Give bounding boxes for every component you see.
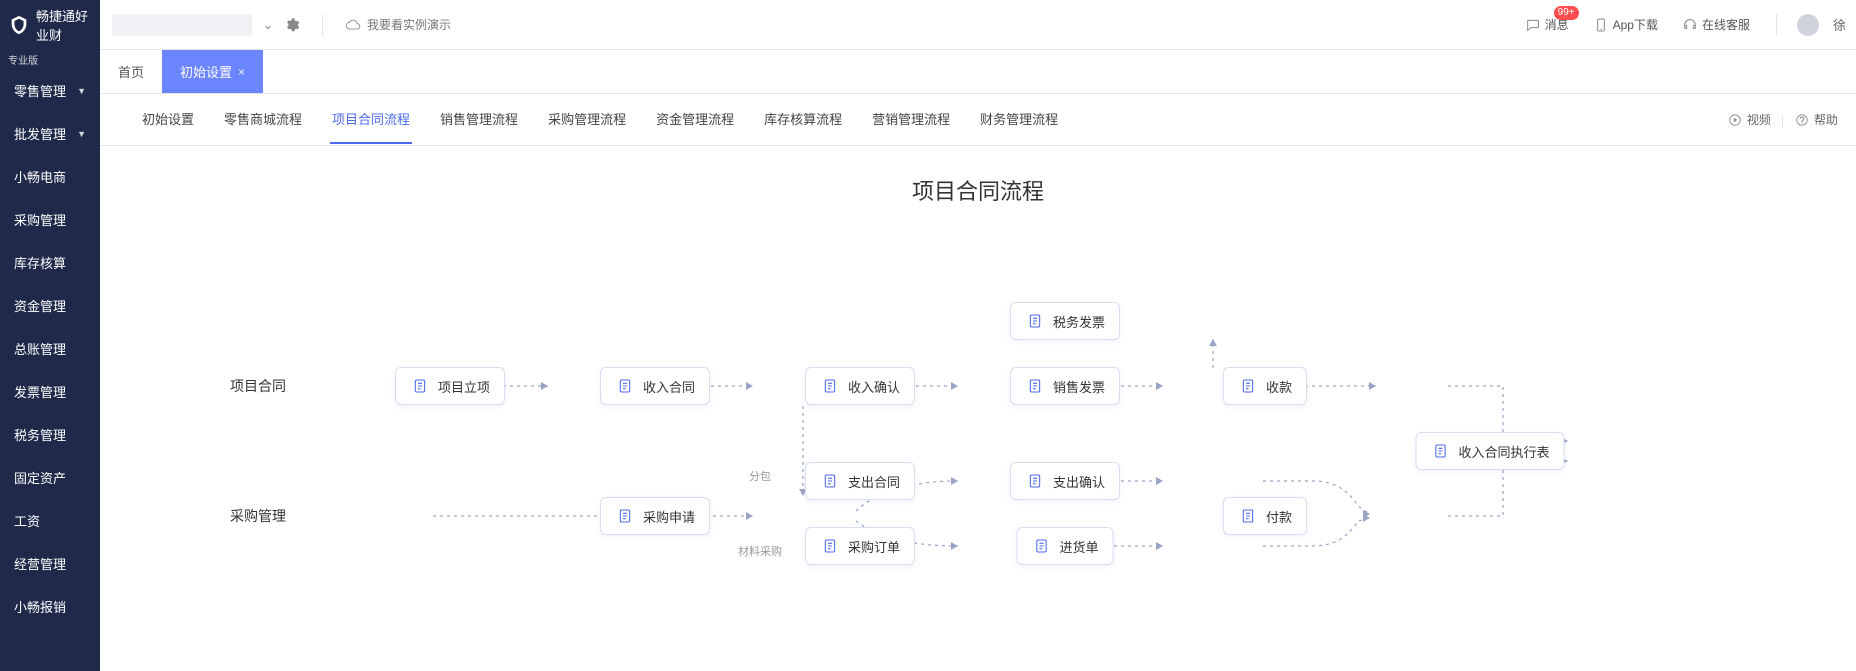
- gear-icon[interactable]: [284, 17, 300, 33]
- sidebar-item-7[interactable]: 发票管理: [0, 370, 100, 413]
- subtab-init[interactable]: 初始设置: [140, 95, 196, 144]
- flow-section-label: 采购管理: [230, 506, 286, 526]
- sidebar-item-0[interactable]: 零售管理▼: [0, 69, 100, 112]
- caret-down-icon: ▼: [77, 129, 86, 139]
- sidebar-item-4[interactable]: 库存核算: [0, 241, 100, 284]
- flow-node-n6[interactable]: 收款: [1223, 367, 1307, 405]
- workspace-tabs: 首页初始设置×: [100, 50, 1856, 94]
- flow-node-n3[interactable]: 收入确认: [805, 367, 915, 405]
- caret-down-icon: ▼: [77, 86, 86, 96]
- flow-node-n11[interactable]: 进货单: [1016, 527, 1113, 565]
- flow-edges: [100, 216, 1856, 636]
- flow-canvas-wrap: 项目合同流程 项目合同采购管理 项目立项 收入合同 收入确认 销售发票 税务发票收款采购申…: [100, 146, 1856, 671]
- cs-icon: [1682, 17, 1698, 33]
- msg-icon: [1525, 17, 1541, 33]
- flow-node-n4[interactable]: 销售发票: [1010, 367, 1120, 405]
- org-selector[interactable]: ⌄: [104, 14, 308, 36]
- flow-node-n9[interactable]: 采购订单: [805, 527, 915, 565]
- subtab-contract[interactable]: 项目合同流程: [330, 95, 412, 144]
- user-short: 徐: [1833, 15, 1846, 34]
- doc-icon: [820, 536, 840, 556]
- subtab-purchase[interactable]: 采购管理流程: [546, 95, 628, 144]
- subtab-retail[interactable]: 零售商城流程: [222, 95, 304, 144]
- app-icon: [1593, 17, 1609, 33]
- top-action-cs[interactable]: 在线客服: [1676, 12, 1756, 37]
- demo-link[interactable]: 我要看实例演示: [345, 16, 451, 33]
- flow-canvas: 项目合同采购管理 项目立项 收入合同 收入确认 销售发票 税务发票收款采购申请 支出合同采购…: [100, 216, 1856, 636]
- sidebar-item-8[interactable]: 税务管理: [0, 413, 100, 456]
- flow-node-n12[interactable]: 付款: [1223, 497, 1307, 535]
- topbar: ⌄ 我要看实例演示 消息99+ App下载在线客服 徐: [100, 0, 1856, 50]
- sidebar-item-12[interactable]: 小畅报销: [0, 585, 100, 628]
- sidebar-nav: 零售管理▼批发管理▼小畅电商采购管理库存核算资金管理总账管理发票管理税务管理固定…: [0, 69, 100, 628]
- cloud-icon: [345, 17, 361, 33]
- subtabs: 初始设置零售商城流程项目合同流程销售管理流程采购管理流程资金管理流程库存核算流程…: [100, 94, 1856, 146]
- edge-label: 分包: [747, 468, 773, 484]
- flow-section-label: 项目合同: [230, 376, 286, 396]
- ws-tab-init[interactable]: 初始设置×: [162, 50, 263, 93]
- ws-tab-home[interactable]: 首页: [100, 50, 162, 93]
- flow-node-n8[interactable]: 支出合同: [805, 462, 915, 500]
- brand-logo: 畅捷通好业财: [0, 0, 100, 50]
- subtab-fin[interactable]: 财务管理流程: [978, 95, 1060, 144]
- close-icon[interactable]: ×: [238, 65, 245, 79]
- brand-icon: [8, 14, 30, 36]
- top-action-app[interactable]: App下载: [1587, 12, 1664, 37]
- subtab-sales[interactable]: 销售管理流程: [438, 95, 520, 144]
- sidebar-item-1[interactable]: 批发管理▼: [0, 112, 100, 155]
- doc-icon: [615, 376, 635, 396]
- help-icon: [1794, 112, 1810, 128]
- org-name-placeholder: [112, 14, 252, 36]
- help-link[interactable]: 帮助: [1794, 111, 1838, 128]
- doc-icon: [410, 376, 430, 396]
- doc-icon: [615, 506, 635, 526]
- avatar[interactable]: [1797, 14, 1819, 36]
- doc-icon: [1430, 441, 1450, 461]
- subtab-stock[interactable]: 库存核算流程: [762, 95, 844, 144]
- brand-edition: 专业版: [0, 50, 100, 69]
- doc-icon: [1025, 311, 1045, 331]
- video-link[interactable]: 视频: [1727, 111, 1771, 128]
- doc-icon: [1238, 506, 1258, 526]
- badge: 99+: [1554, 6, 1579, 20]
- flow-node-n1[interactable]: 项目立项: [395, 367, 505, 405]
- flow-node-n5[interactable]: 税务发票: [1010, 302, 1120, 340]
- sidebar-item-2[interactable]: 小畅电商: [0, 155, 100, 198]
- sidebar: 畅捷通好业财 专业版 零售管理▼批发管理▼小畅电商采购管理库存核算资金管理总账管…: [0, 0, 100, 671]
- sidebar-item-10[interactable]: 工资: [0, 499, 100, 542]
- flow-title: 项目合同流程: [100, 146, 1856, 216]
- top-action-msg[interactable]: 消息99+: [1519, 12, 1575, 37]
- sidebar-item-3[interactable]: 采购管理: [0, 198, 100, 241]
- sidebar-item-5[interactable]: 资金管理: [0, 284, 100, 327]
- doc-icon: [820, 376, 840, 396]
- subtab-fund[interactable]: 资金管理流程: [654, 95, 736, 144]
- sidebar-item-6[interactable]: 总账管理: [0, 327, 100, 370]
- doc-icon: [1238, 376, 1258, 396]
- chevron-down-icon: ⌄: [260, 17, 276, 33]
- flow-node-n13[interactable]: 收入合同执行表: [1415, 432, 1564, 470]
- sidebar-item-11[interactable]: 经营管理: [0, 542, 100, 585]
- doc-icon: [1025, 471, 1045, 491]
- brand-name: 畅捷通好业财: [36, 6, 92, 44]
- play-icon: [1727, 112, 1743, 128]
- flow-node-n10[interactable]: 支出确认: [1010, 462, 1120, 500]
- flow-node-n7[interactable]: 采购申请: [600, 497, 710, 535]
- subtab-mkt[interactable]: 营销管理流程: [870, 95, 952, 144]
- demo-label: 我要看实例演示: [367, 16, 451, 33]
- edge-label: 材料采购: [736, 543, 784, 559]
- doc-icon: [820, 471, 840, 491]
- doc-icon: [1025, 376, 1045, 396]
- doc-icon: [1031, 536, 1051, 556]
- flow-node-n2[interactable]: 收入合同: [600, 367, 710, 405]
- sidebar-item-9[interactable]: 固定资产: [0, 456, 100, 499]
